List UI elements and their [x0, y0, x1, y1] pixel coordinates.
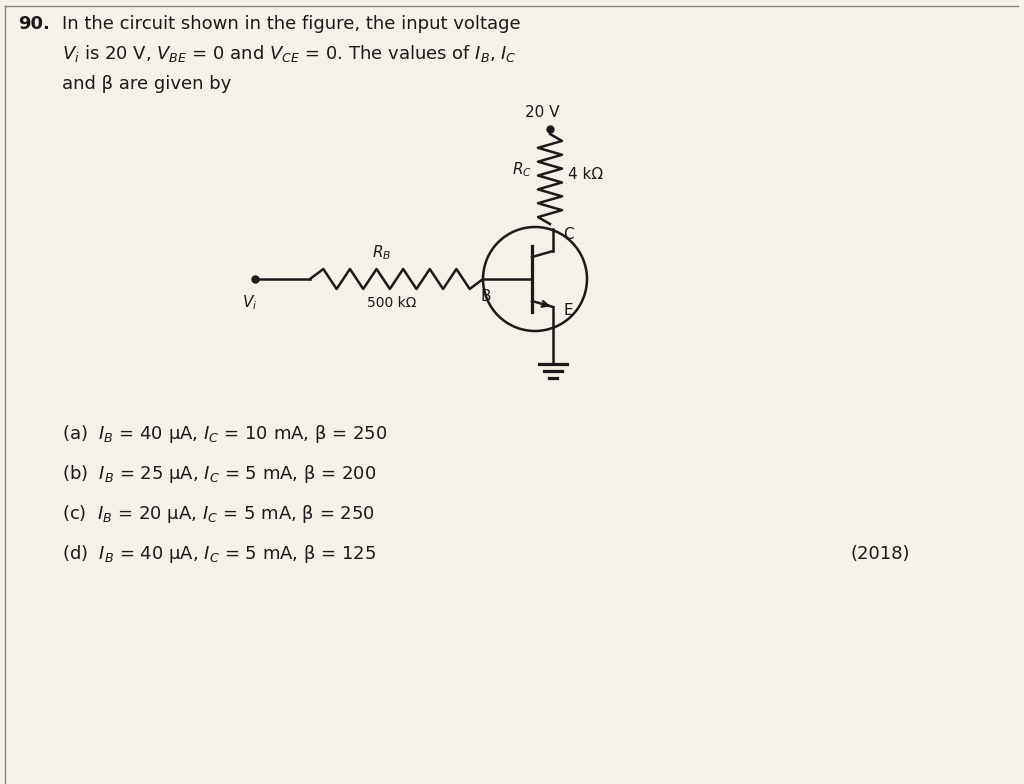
Text: 20 V: 20 V	[525, 105, 559, 120]
Text: In the circuit shown in the figure, the input voltage: In the circuit shown in the figure, the …	[62, 15, 520, 33]
Text: (2018): (2018)	[850, 545, 909, 563]
Text: B: B	[480, 289, 492, 304]
Text: E: E	[563, 303, 572, 318]
Text: (c)  $I_B$ = 20 μA, $I_C$ = 5 mA, β = 250: (c) $I_B$ = 20 μA, $I_C$ = 5 mA, β = 250	[62, 503, 375, 525]
Text: (a)  $I_B$ = 40 μA, $I_C$ = 10 mA, β = 250: (a) $I_B$ = 40 μA, $I_C$ = 10 mA, β = 25…	[62, 423, 387, 445]
Text: 500 kΩ: 500 kΩ	[367, 296, 416, 310]
Text: 90.: 90.	[18, 15, 50, 33]
Text: 4 kΩ: 4 kΩ	[568, 167, 603, 182]
Text: (d)  $I_B$ = 40 μA, $I_C$ = 5 mA, β = 125: (d) $I_B$ = 40 μA, $I_C$ = 5 mA, β = 125	[62, 543, 376, 565]
Text: $R_B$: $R_B$	[372, 243, 391, 262]
Text: $R_C$: $R_C$	[512, 160, 532, 179]
Text: C: C	[562, 227, 573, 242]
Text: and β are given by: and β are given by	[62, 75, 231, 93]
Text: (b)  $I_B$ = 25 μA, $I_C$ = 5 mA, β = 200: (b) $I_B$ = 25 μA, $I_C$ = 5 mA, β = 200	[62, 463, 376, 485]
Text: $V_i$: $V_i$	[243, 293, 258, 312]
Text: $V_i$ is 20 V, $V_{BE}$ = 0 and $V_{CE}$ = 0. The values of $I_B$, $I_C$: $V_i$ is 20 V, $V_{BE}$ = 0 and $V_{CE}$…	[62, 43, 517, 64]
